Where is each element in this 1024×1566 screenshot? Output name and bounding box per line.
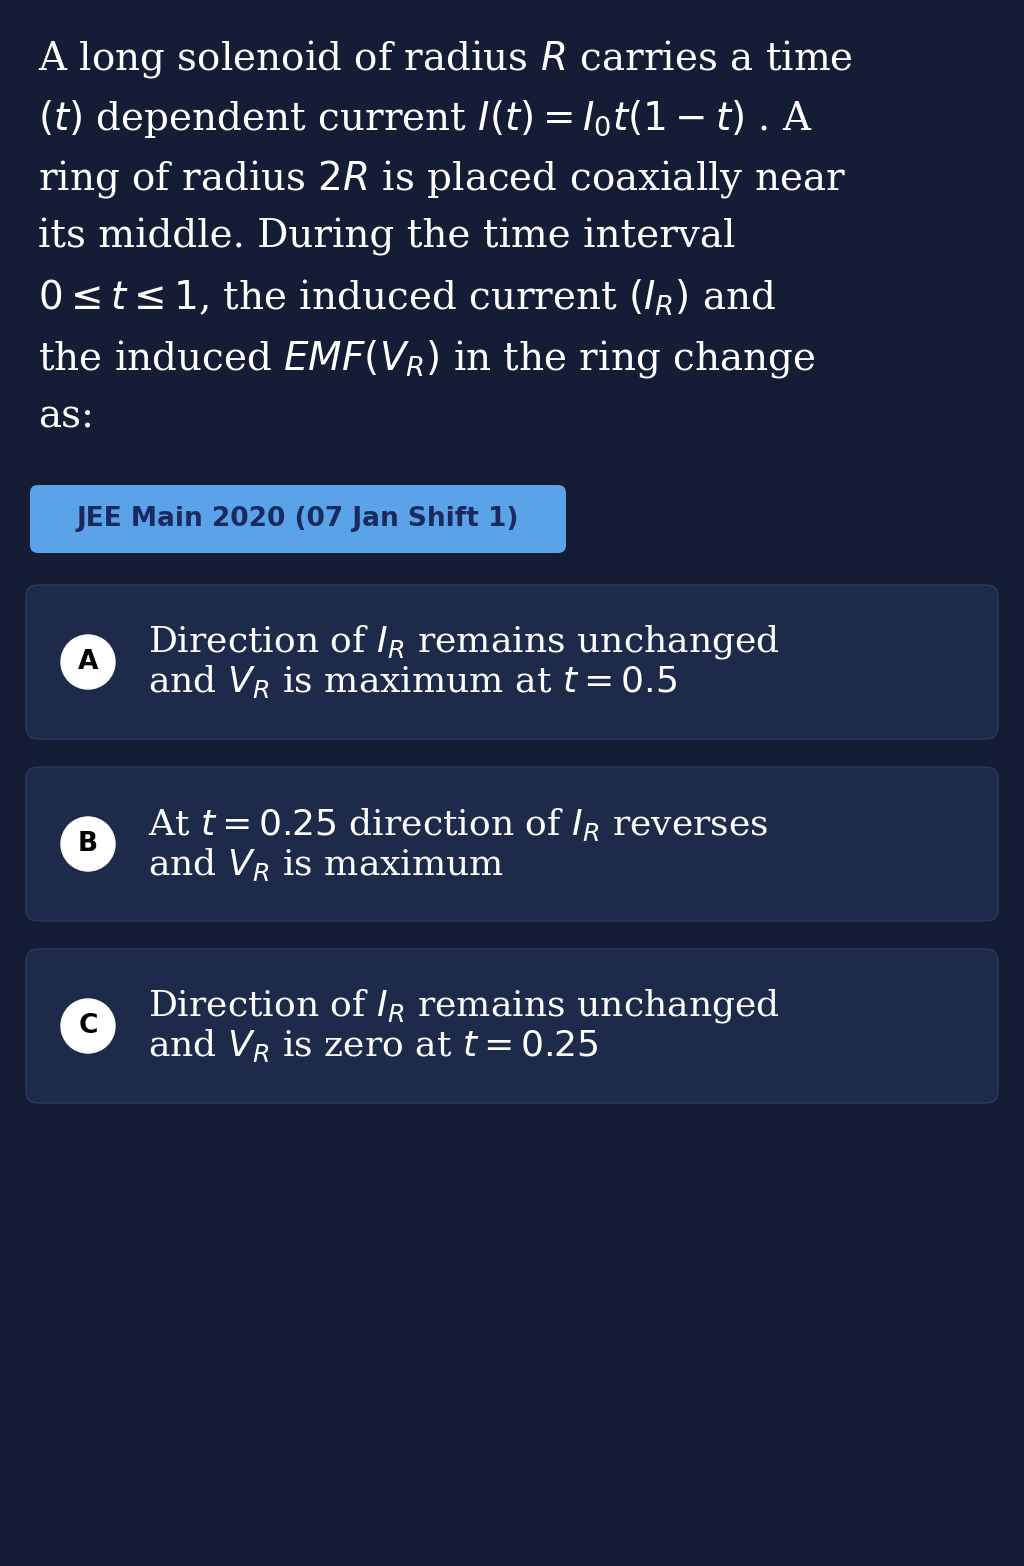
Text: JEE Main 2020 (07 Jan Shift 1): JEE Main 2020 (07 Jan Shift 1) xyxy=(77,506,519,532)
Text: the induced $EMF(V_R)$ in the ring change: the induced $EMF(V_R)$ in the ring chang… xyxy=(38,338,815,381)
Text: and $V_R$ is maximum at $t = 0.5$: and $V_R$ is maximum at $t = 0.5$ xyxy=(148,664,677,700)
Text: At $t = 0.25$ direction of $I_R$ reverses: At $t = 0.25$ direction of $I_R$ reverse… xyxy=(148,805,768,843)
FancyBboxPatch shape xyxy=(26,949,998,1102)
Text: and $V_R$ is zero at $t = 0.25$: and $V_R$ is zero at $t = 0.25$ xyxy=(148,1027,598,1065)
Text: ring of radius $2R$ is placed coaxially near: ring of radius $2R$ is placed coaxially … xyxy=(38,158,846,200)
Text: $0 \leq t \leq 1$, the induced current $(I_R)$ and: $0 \leq t \leq 1$, the induced current $… xyxy=(38,279,776,318)
Text: Direction of $I_R$ remains unchanged: Direction of $I_R$ remains unchanged xyxy=(148,987,780,1026)
Text: Direction of $I_R$ remains unchanged: Direction of $I_R$ remains unchanged xyxy=(148,623,780,661)
Circle shape xyxy=(61,999,115,1052)
Text: and $V_R$ is maximum: and $V_R$ is maximum xyxy=(148,846,504,883)
Text: its middle. During the time interval: its middle. During the time interval xyxy=(38,218,735,255)
Text: $(t)$ dependent current $I(t)= I_0t(1-t)$ . A: $(t)$ dependent current $I(t)= I_0t(1-t)… xyxy=(38,99,813,139)
FancyBboxPatch shape xyxy=(30,485,566,553)
Circle shape xyxy=(61,634,115,689)
Text: C: C xyxy=(78,1013,97,1038)
Text: A: A xyxy=(78,648,98,675)
Circle shape xyxy=(61,817,115,871)
FancyBboxPatch shape xyxy=(26,586,998,739)
FancyBboxPatch shape xyxy=(26,767,998,921)
Text: as:: as: xyxy=(38,398,94,435)
Text: A long solenoid of radius $R$ carries a time: A long solenoid of radius $R$ carries a … xyxy=(38,38,853,80)
Text: B: B xyxy=(78,832,98,857)
